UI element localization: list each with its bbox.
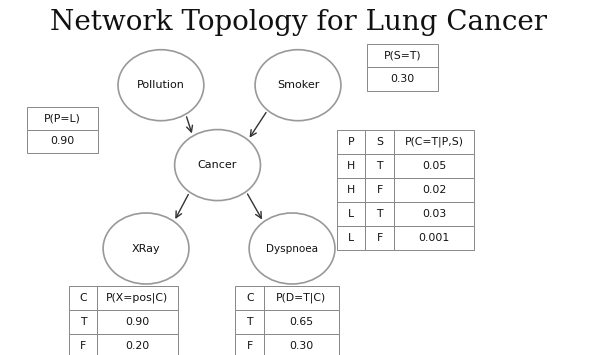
Ellipse shape xyxy=(103,213,189,284)
Text: T: T xyxy=(377,161,383,171)
Text: P: P xyxy=(347,137,355,147)
Text: L: L xyxy=(348,209,354,219)
Bar xyxy=(365,130,394,154)
Text: 0.03: 0.03 xyxy=(422,209,446,219)
Text: Smoker: Smoker xyxy=(277,80,319,90)
Bar xyxy=(365,178,394,202)
Text: P(X=pos|C): P(X=pos|C) xyxy=(106,293,169,303)
Bar xyxy=(235,310,264,334)
Text: F: F xyxy=(377,233,383,243)
Text: F: F xyxy=(80,341,86,351)
Bar xyxy=(97,334,178,355)
Text: 0.20: 0.20 xyxy=(125,341,150,351)
Text: T: T xyxy=(80,317,86,327)
Text: 0.02: 0.02 xyxy=(422,185,446,195)
Text: P(D=T|C): P(D=T|C) xyxy=(276,293,327,303)
Bar xyxy=(337,130,365,154)
Text: H: H xyxy=(347,185,355,195)
Text: P(P=L): P(P=L) xyxy=(44,113,81,123)
Bar xyxy=(337,202,365,226)
Text: P(S=T): P(S=T) xyxy=(383,51,421,61)
Text: Network Topology for Lung Cancer: Network Topology for Lung Cancer xyxy=(49,9,547,36)
Bar xyxy=(337,154,365,178)
Bar xyxy=(337,226,365,250)
Bar xyxy=(69,286,97,310)
Bar xyxy=(97,310,178,334)
Text: 0.90: 0.90 xyxy=(51,136,74,146)
Bar xyxy=(97,286,178,310)
Text: 0.05: 0.05 xyxy=(422,161,446,171)
Bar xyxy=(264,310,339,334)
Bar xyxy=(69,334,97,355)
Bar xyxy=(367,44,438,67)
Text: 0.90: 0.90 xyxy=(125,317,150,327)
Text: F: F xyxy=(377,185,383,195)
Bar xyxy=(394,178,474,202)
Bar xyxy=(235,334,264,355)
Ellipse shape xyxy=(249,213,335,284)
Bar xyxy=(365,202,394,226)
Bar xyxy=(337,178,365,202)
Bar xyxy=(69,310,97,334)
Text: Pollution: Pollution xyxy=(137,80,185,90)
Bar xyxy=(394,202,474,226)
Ellipse shape xyxy=(255,50,341,121)
Text: T: T xyxy=(377,209,383,219)
Text: 0.001: 0.001 xyxy=(418,233,450,243)
Text: P(C=T|P,S): P(C=T|P,S) xyxy=(405,136,464,147)
Bar xyxy=(394,154,474,178)
Ellipse shape xyxy=(175,130,260,201)
Bar xyxy=(264,334,339,355)
Bar xyxy=(365,226,394,250)
Bar xyxy=(27,130,98,153)
Text: H: H xyxy=(347,161,355,171)
Bar xyxy=(235,286,264,310)
Text: S: S xyxy=(376,137,383,147)
Text: Cancer: Cancer xyxy=(198,160,237,170)
Ellipse shape xyxy=(118,50,204,121)
Text: XRay: XRay xyxy=(132,244,160,253)
Bar xyxy=(394,130,474,154)
Text: C: C xyxy=(246,293,253,303)
Bar xyxy=(27,106,98,130)
Bar xyxy=(394,226,474,250)
Bar xyxy=(365,154,394,178)
Text: C: C xyxy=(79,293,86,303)
Text: 0.30: 0.30 xyxy=(289,341,313,351)
Text: T: T xyxy=(247,317,253,327)
Text: L: L xyxy=(348,233,354,243)
Text: 0.65: 0.65 xyxy=(289,317,313,327)
Text: 0.30: 0.30 xyxy=(390,74,414,84)
Text: Dyspnoea: Dyspnoea xyxy=(266,244,318,253)
Bar xyxy=(367,67,438,91)
Bar xyxy=(264,286,339,310)
Text: F: F xyxy=(247,341,253,351)
